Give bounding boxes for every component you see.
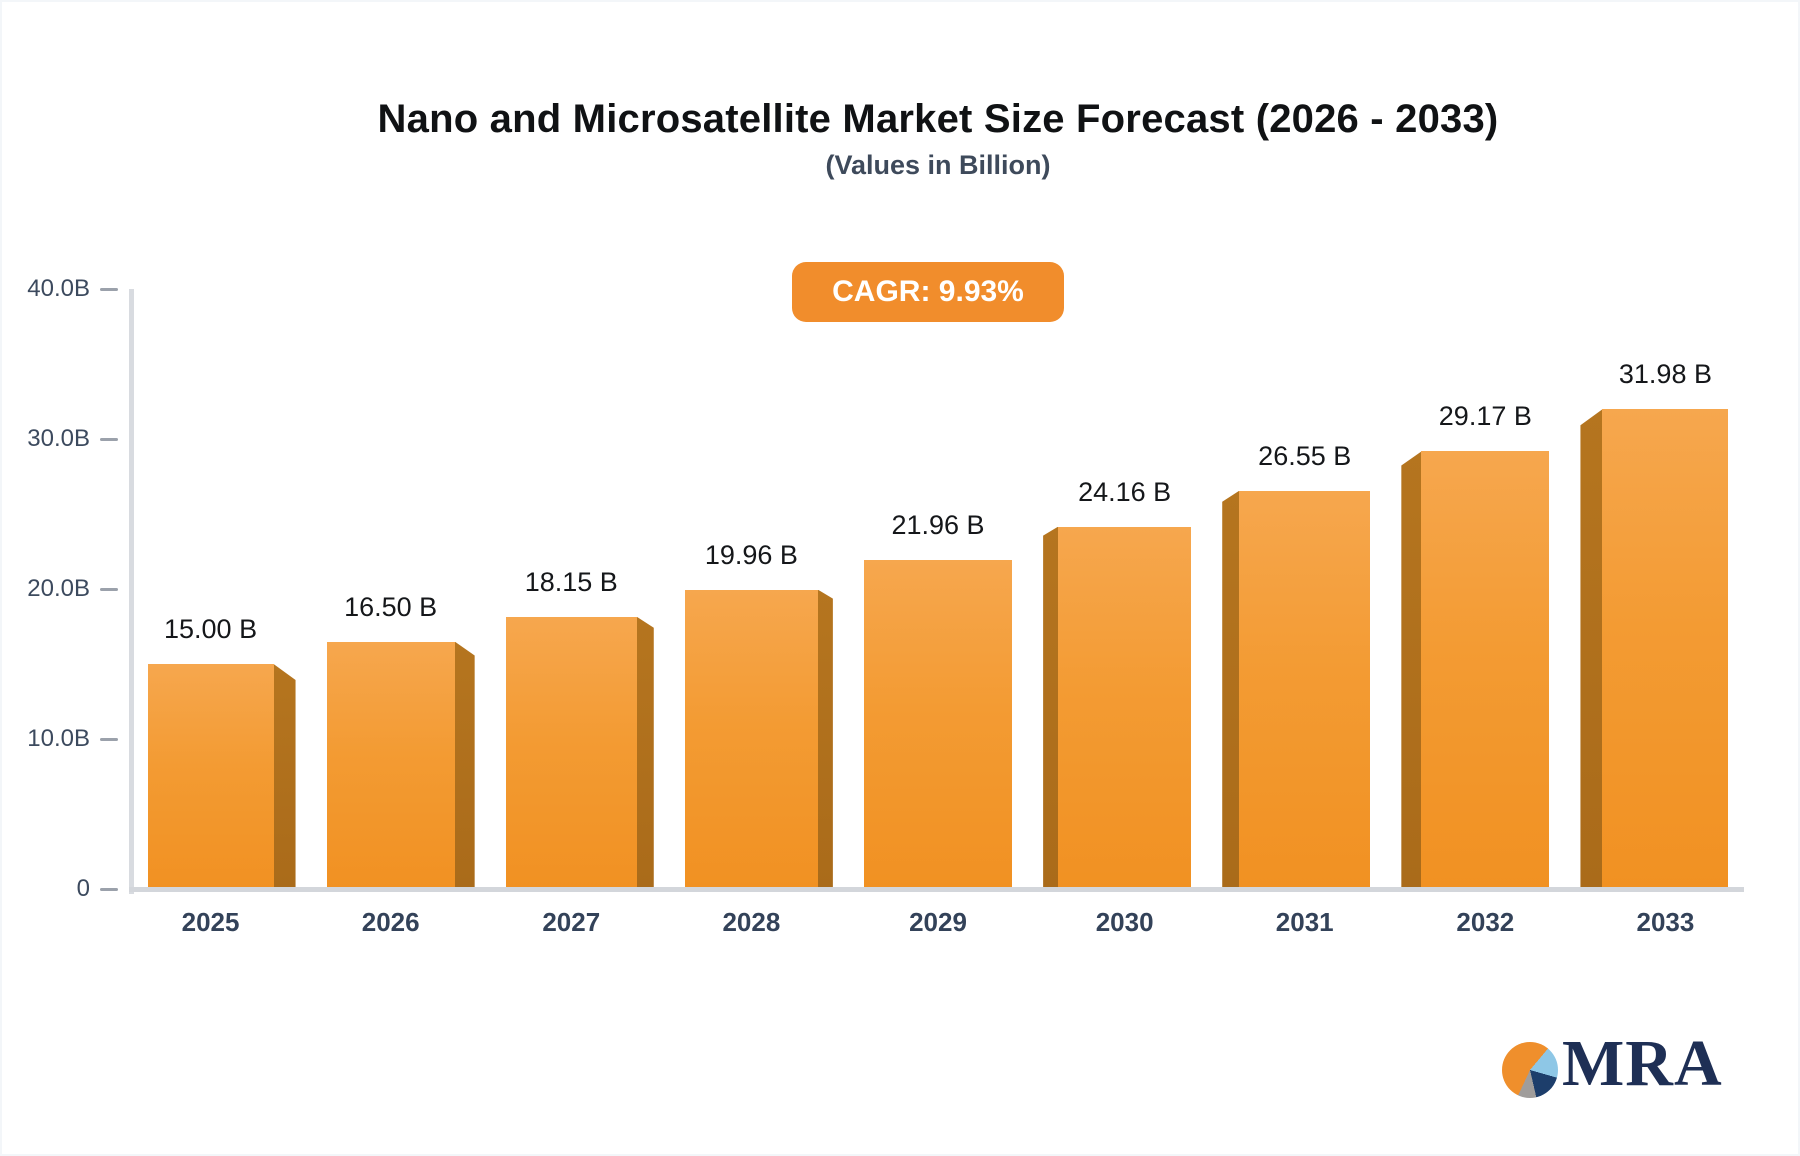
bar-3d-side-2028 bbox=[817, 589, 833, 889]
y-tick-label-0: 0 bbox=[76, 875, 90, 902]
x-axis-label-2027: 2027 bbox=[542, 907, 601, 937]
bar-2027 bbox=[505, 616, 637, 889]
x-axis-label-2031: 2031 bbox=[1275, 907, 1334, 937]
mra-logo: MRA bbox=[1502, 1030, 1723, 1098]
x-axis-label-2029: 2029 bbox=[909, 907, 967, 937]
bar-2029 bbox=[864, 559, 1012, 889]
bar-value-label-2031: 26.55 B bbox=[1258, 440, 1352, 471]
bar-3d-side-2033 bbox=[1580, 409, 1603, 889]
pie-chart-logo-icon bbox=[1502, 1042, 1558, 1098]
x-axis-label-2025: 2025 bbox=[181, 907, 240, 937]
bar-value-label-2033: 31.98 B bbox=[1618, 359, 1712, 390]
bar-2028 bbox=[684, 589, 818, 889]
bar-3d-side-2027 bbox=[636, 616, 654, 889]
bar-value-label-2026: 16.50 B bbox=[344, 591, 438, 622]
cagr-badge: CAGR: 9.93% bbox=[792, 262, 1064, 322]
x-axis-label-2032: 2032 bbox=[1456, 907, 1515, 937]
chart-subtitle: (Values in Billion) bbox=[825, 150, 1051, 180]
bar-3d-side-2025 bbox=[273, 664, 296, 889]
bar-2032 bbox=[1421, 451, 1550, 889]
bar-3d-side-2031 bbox=[1222, 490, 1240, 889]
x-axis-line bbox=[129, 887, 1744, 892]
bar-2031 bbox=[1239, 490, 1371, 889]
bar-value-label-2029: 21.96 B bbox=[891, 509, 985, 540]
y-tick-label-10.0B: 10.0B bbox=[27, 725, 90, 752]
bar-value-label-2028: 19.96 B bbox=[704, 539, 798, 570]
y-tick-mark bbox=[100, 737, 118, 741]
y-tick-mark bbox=[100, 287, 118, 291]
bar-3d-side-2032 bbox=[1401, 451, 1422, 889]
y-axis-line bbox=[129, 289, 134, 894]
y-tick-mark bbox=[100, 587, 118, 591]
y-tick-mark bbox=[100, 887, 118, 891]
chart-title: Nano and Microsatellite Market Size Fore… bbox=[377, 97, 1499, 141]
bar-3d-side-2026 bbox=[454, 641, 475, 889]
bar-3d-side-2030 bbox=[1043, 526, 1059, 889]
bar-value-label-2032: 29.17 B bbox=[1438, 401, 1532, 432]
bar-value-label-2027: 18.15 B bbox=[524, 566, 618, 597]
y-tick-mark bbox=[100, 437, 118, 441]
y-tick-label-20.0B: 20.0B bbox=[27, 575, 90, 602]
x-axis-label-2030: 2030 bbox=[1095, 907, 1154, 937]
y-tick-label-30.0B: 30.0B bbox=[27, 425, 90, 452]
bar-2025 bbox=[147, 664, 274, 889]
x-axis-label-2033: 2033 bbox=[1636, 907, 1695, 937]
x-axis-label-2028: 2028 bbox=[722, 907, 781, 937]
bar-value-label-2030: 24.16 B bbox=[1078, 476, 1172, 507]
mra-logo-text: MRA bbox=[1562, 1027, 1723, 1100]
bar-2026 bbox=[326, 641, 455, 889]
bar-2030 bbox=[1058, 526, 1192, 889]
y-tick-label-40.0B: 40.0B bbox=[27, 275, 90, 302]
cagr-badge-label: CAGR: 9.93% bbox=[832, 275, 1024, 308]
x-axis-label-2026: 2026 bbox=[361, 907, 420, 937]
bar-2033 bbox=[1602, 409, 1729, 889]
bar-value-label-2025: 15.00 B bbox=[164, 614, 258, 644]
